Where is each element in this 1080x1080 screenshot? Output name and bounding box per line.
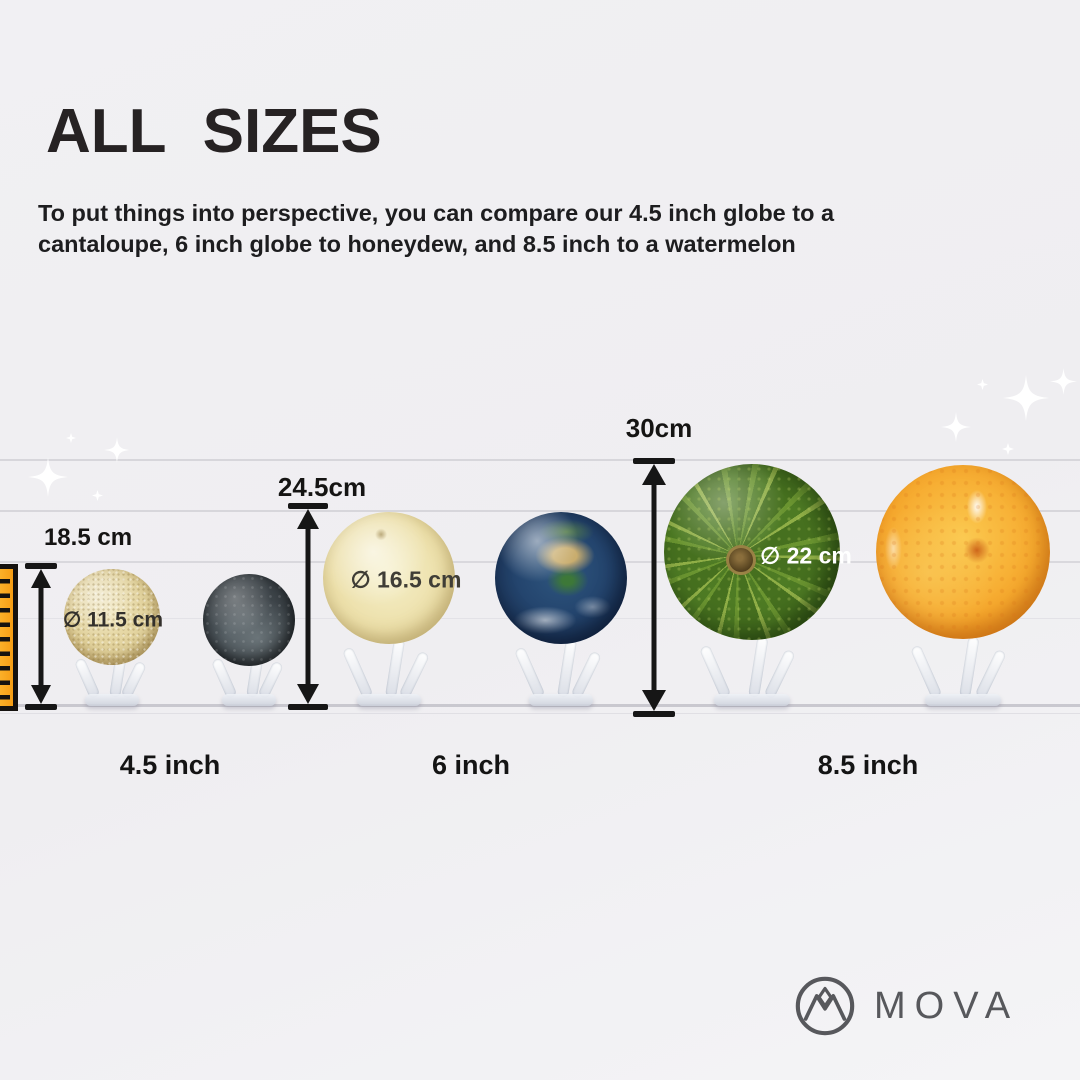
measure-arrow-24-5cm (288, 503, 328, 710)
sparkle-icon (1050, 368, 1077, 395)
size-label-6-inch: 6 inch (431, 750, 511, 780)
diameter-label-watermelon: ∅ 22 cm (760, 542, 852, 569)
sun-globe-sphere (876, 465, 1050, 639)
acrylic-stand-cantaloupe (74, 651, 147, 706)
sparkle-icon (66, 433, 76, 443)
wall-line-2 (0, 510, 1080, 512)
acrylic-stand-moon (211, 651, 284, 706)
honeydew-sphere (323, 512, 455, 644)
mova-wordmark: MOVA (874, 984, 1020, 1027)
sparkle-icon (1003, 375, 1049, 421)
page-title: ALL SIZES (46, 97, 382, 166)
mova-logo-icon (795, 976, 855, 1036)
sparkle-icon (92, 490, 103, 501)
watermelon-sphere (664, 464, 840, 640)
cantaloupe-sphere (64, 569, 160, 665)
sparkle-icon (28, 457, 68, 497)
height-label-medium: 24.5cm (277, 472, 367, 502)
earth-globe-sphere (495, 512, 627, 644)
diameter-label-honeydew: ∅ 16.5 cm (350, 566, 462, 593)
ruler-ticks (0, 579, 10, 701)
wall-line-1 (0, 459, 1080, 461)
brand-lockup: MOVA (790, 971, 1019, 1041)
description-line-1: To put things into perspective, you can … (38, 200, 835, 226)
description-line-2: cantaloupe, 6 inch globe to honeydew, an… (38, 231, 796, 257)
sparkle-icon (104, 437, 130, 463)
measure-arrow-30cm (633, 458, 675, 717)
acrylic-stand-watermelon (699, 633, 797, 706)
sparkle-icon (1002, 443, 1014, 455)
orange-ruler (0, 564, 18, 711)
measure-arrow-18-5cm (25, 563, 57, 710)
size-label-4-5-inch: 4.5 inch (119, 750, 221, 780)
page-description: To put things into perspective, you can … (38, 198, 834, 260)
floor-edge-line (0, 713, 1080, 714)
acrylic-stand-honeydew (341, 636, 431, 706)
acrylic-stand-sun (910, 633, 1008, 706)
diameter-label-cantaloupe: ∅ 11.5 cm (62, 608, 164, 632)
watermelon-stem (726, 545, 756, 575)
sparkle-icon (977, 379, 988, 390)
height-label-large: 30cm (625, 413, 693, 443)
sparkle-icon (941, 412, 971, 442)
moon-globe-sphere (203, 574, 295, 666)
size-label-8-5-inch: 8.5 inch (817, 750, 919, 780)
acrylic-stand-earth (513, 636, 603, 706)
height-label-small: 18.5 cm (43, 524, 133, 551)
